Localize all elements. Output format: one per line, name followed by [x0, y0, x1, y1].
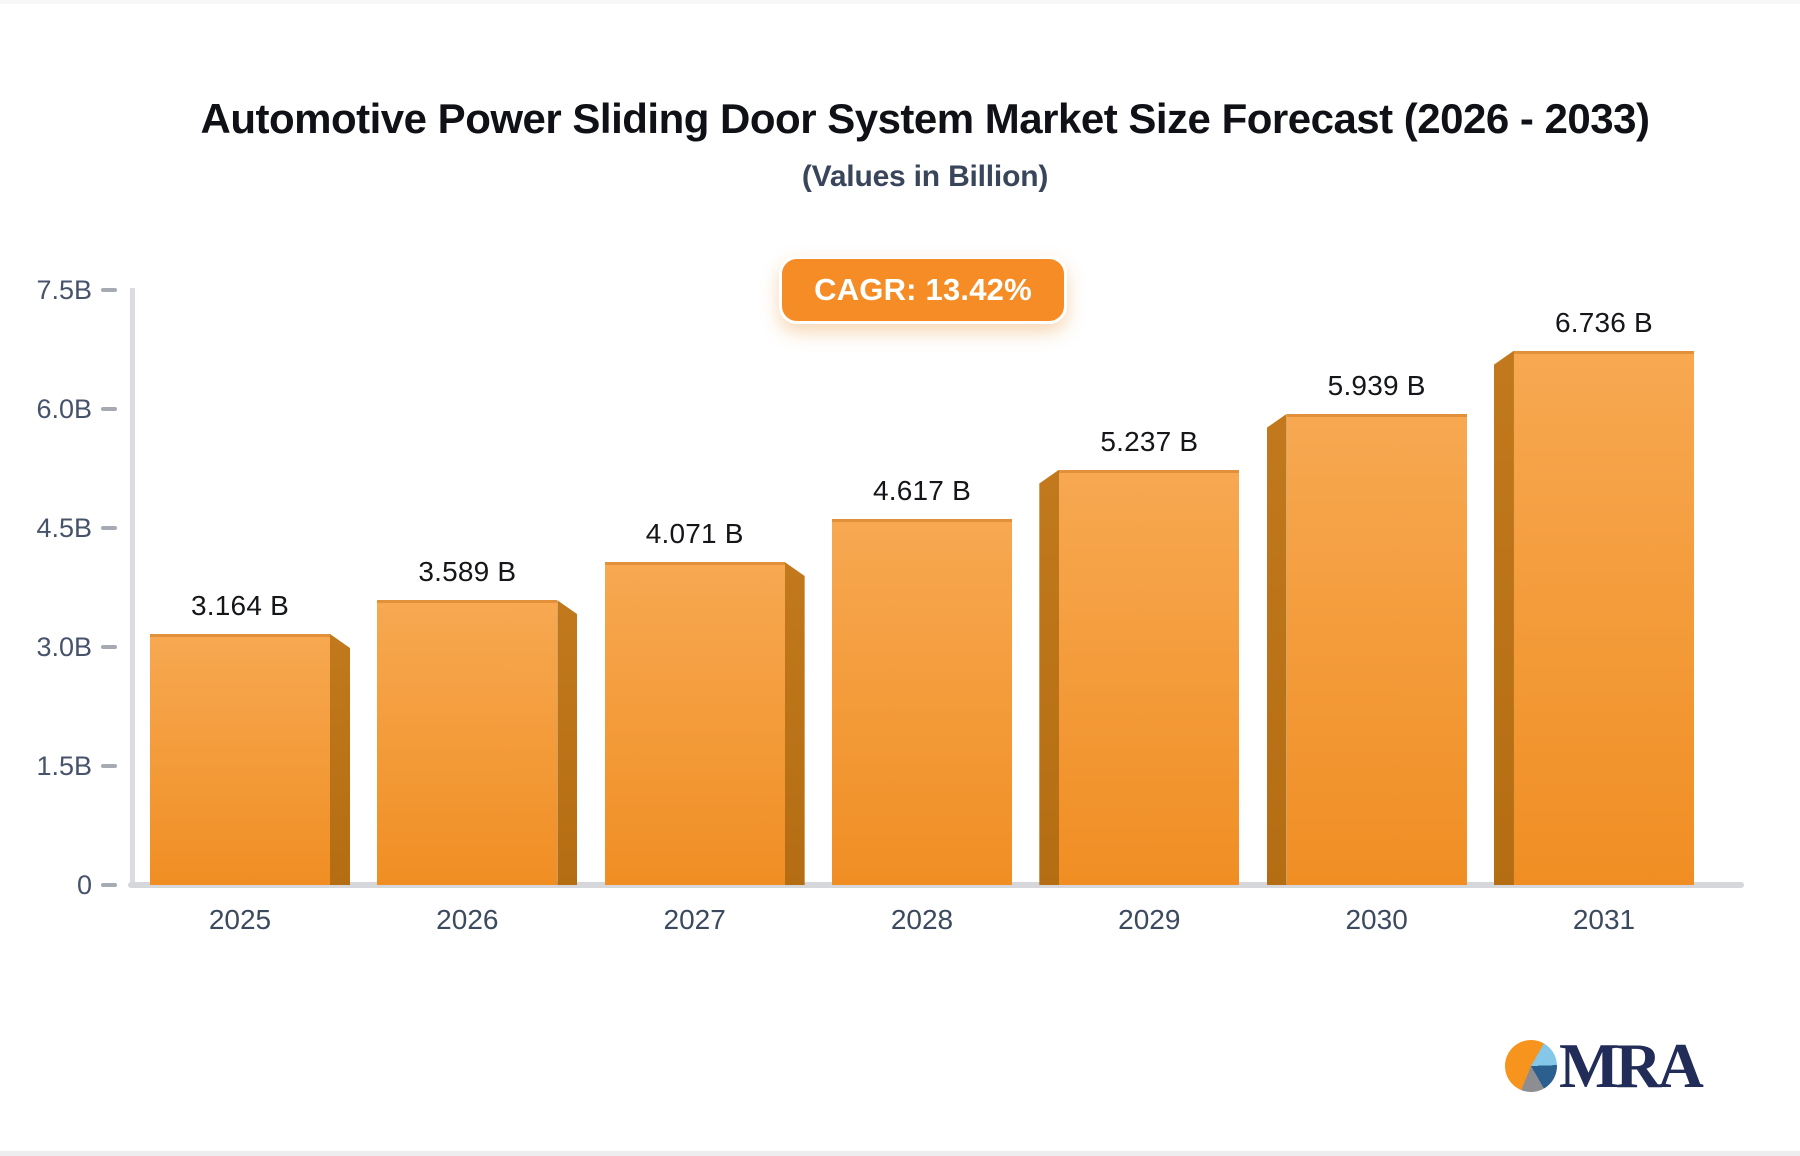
bar [1286, 413, 1467, 885]
chart-title: Automotive Power Sliding Door System Mar… [200, 95, 1650, 142]
bar [1513, 350, 1694, 885]
y-axis-tick [101, 526, 117, 530]
bar-value-label: 5.939 B [1327, 369, 1426, 401]
chart-subtitle: (Values in Billion) [801, 160, 1049, 194]
y-axis-tick [101, 407, 117, 411]
bar-side-face [557, 600, 578, 885]
x-axis-line [128, 882, 1744, 888]
logo: MRA [1505, 1030, 1704, 1101]
y-axis-tick [101, 883, 117, 887]
pie-chart-logo-icon [1505, 1040, 1557, 1092]
x-axis-label: 2031 [1572, 904, 1636, 935]
y-axis-line [130, 288, 135, 885]
y-axis-tick-label: 1.5B [36, 751, 92, 781]
y-axis-tick [101, 288, 117, 292]
bar [150, 633, 330, 885]
x-axis-label: 2029 [1118, 904, 1181, 935]
page-bottom-border [0, 1151, 1800, 1156]
bar-side-face [1493, 350, 1514, 885]
bar-side-face [330, 633, 350, 885]
bar-value-label: 6.736 B [1555, 306, 1653, 338]
y-axis-tick-label: 0 [76, 870, 92, 900]
y-axis-tick-label: 7.5B [36, 275, 92, 305]
x-axis-label: 2028 [890, 904, 954, 935]
bar-value-label: 5.237 B [1100, 425, 1199, 457]
bar-value-label: 4.617 B [873, 474, 971, 506]
y-axis-tick-label: 6.0B [36, 394, 92, 424]
x-axis-label: 2025 [208, 904, 272, 935]
x-axis-label: 2026 [436, 904, 499, 935]
bar-side-face [784, 562, 805, 885]
bar [377, 600, 558, 885]
y-axis-tick-label: 4.5B [36, 513, 92, 543]
x-axis-label: 2027 [663, 904, 726, 935]
cagr-badge-label: CAGR: 13.42% [814, 272, 1032, 307]
bar-value-label: 3.164 B [191, 589, 289, 621]
bar [831, 518, 1012, 885]
cagr-badge: CAGR: 13.42% [779, 256, 1067, 324]
y-axis-tick [101, 764, 117, 768]
bar-side-face [1266, 413, 1287, 885]
bar-value-label: 4.071 B [645, 518, 744, 550]
logo-text: MRA [1559, 1030, 1704, 1101]
bar [1059, 469, 1240, 885]
page-top-border [0, 0, 1800, 4]
chart-header: Automotive Power Sliding Door System Mar… [50, 95, 1800, 194]
x-axis-label: 2030 [1345, 904, 1408, 935]
bar [604, 562, 785, 885]
bar-value-label: 3.589 B [418, 556, 517, 588]
y-axis-tick [101, 645, 117, 649]
y-axis-tick-label: 3.0B [36, 632, 92, 662]
bar-side-face [1039, 469, 1060, 885]
